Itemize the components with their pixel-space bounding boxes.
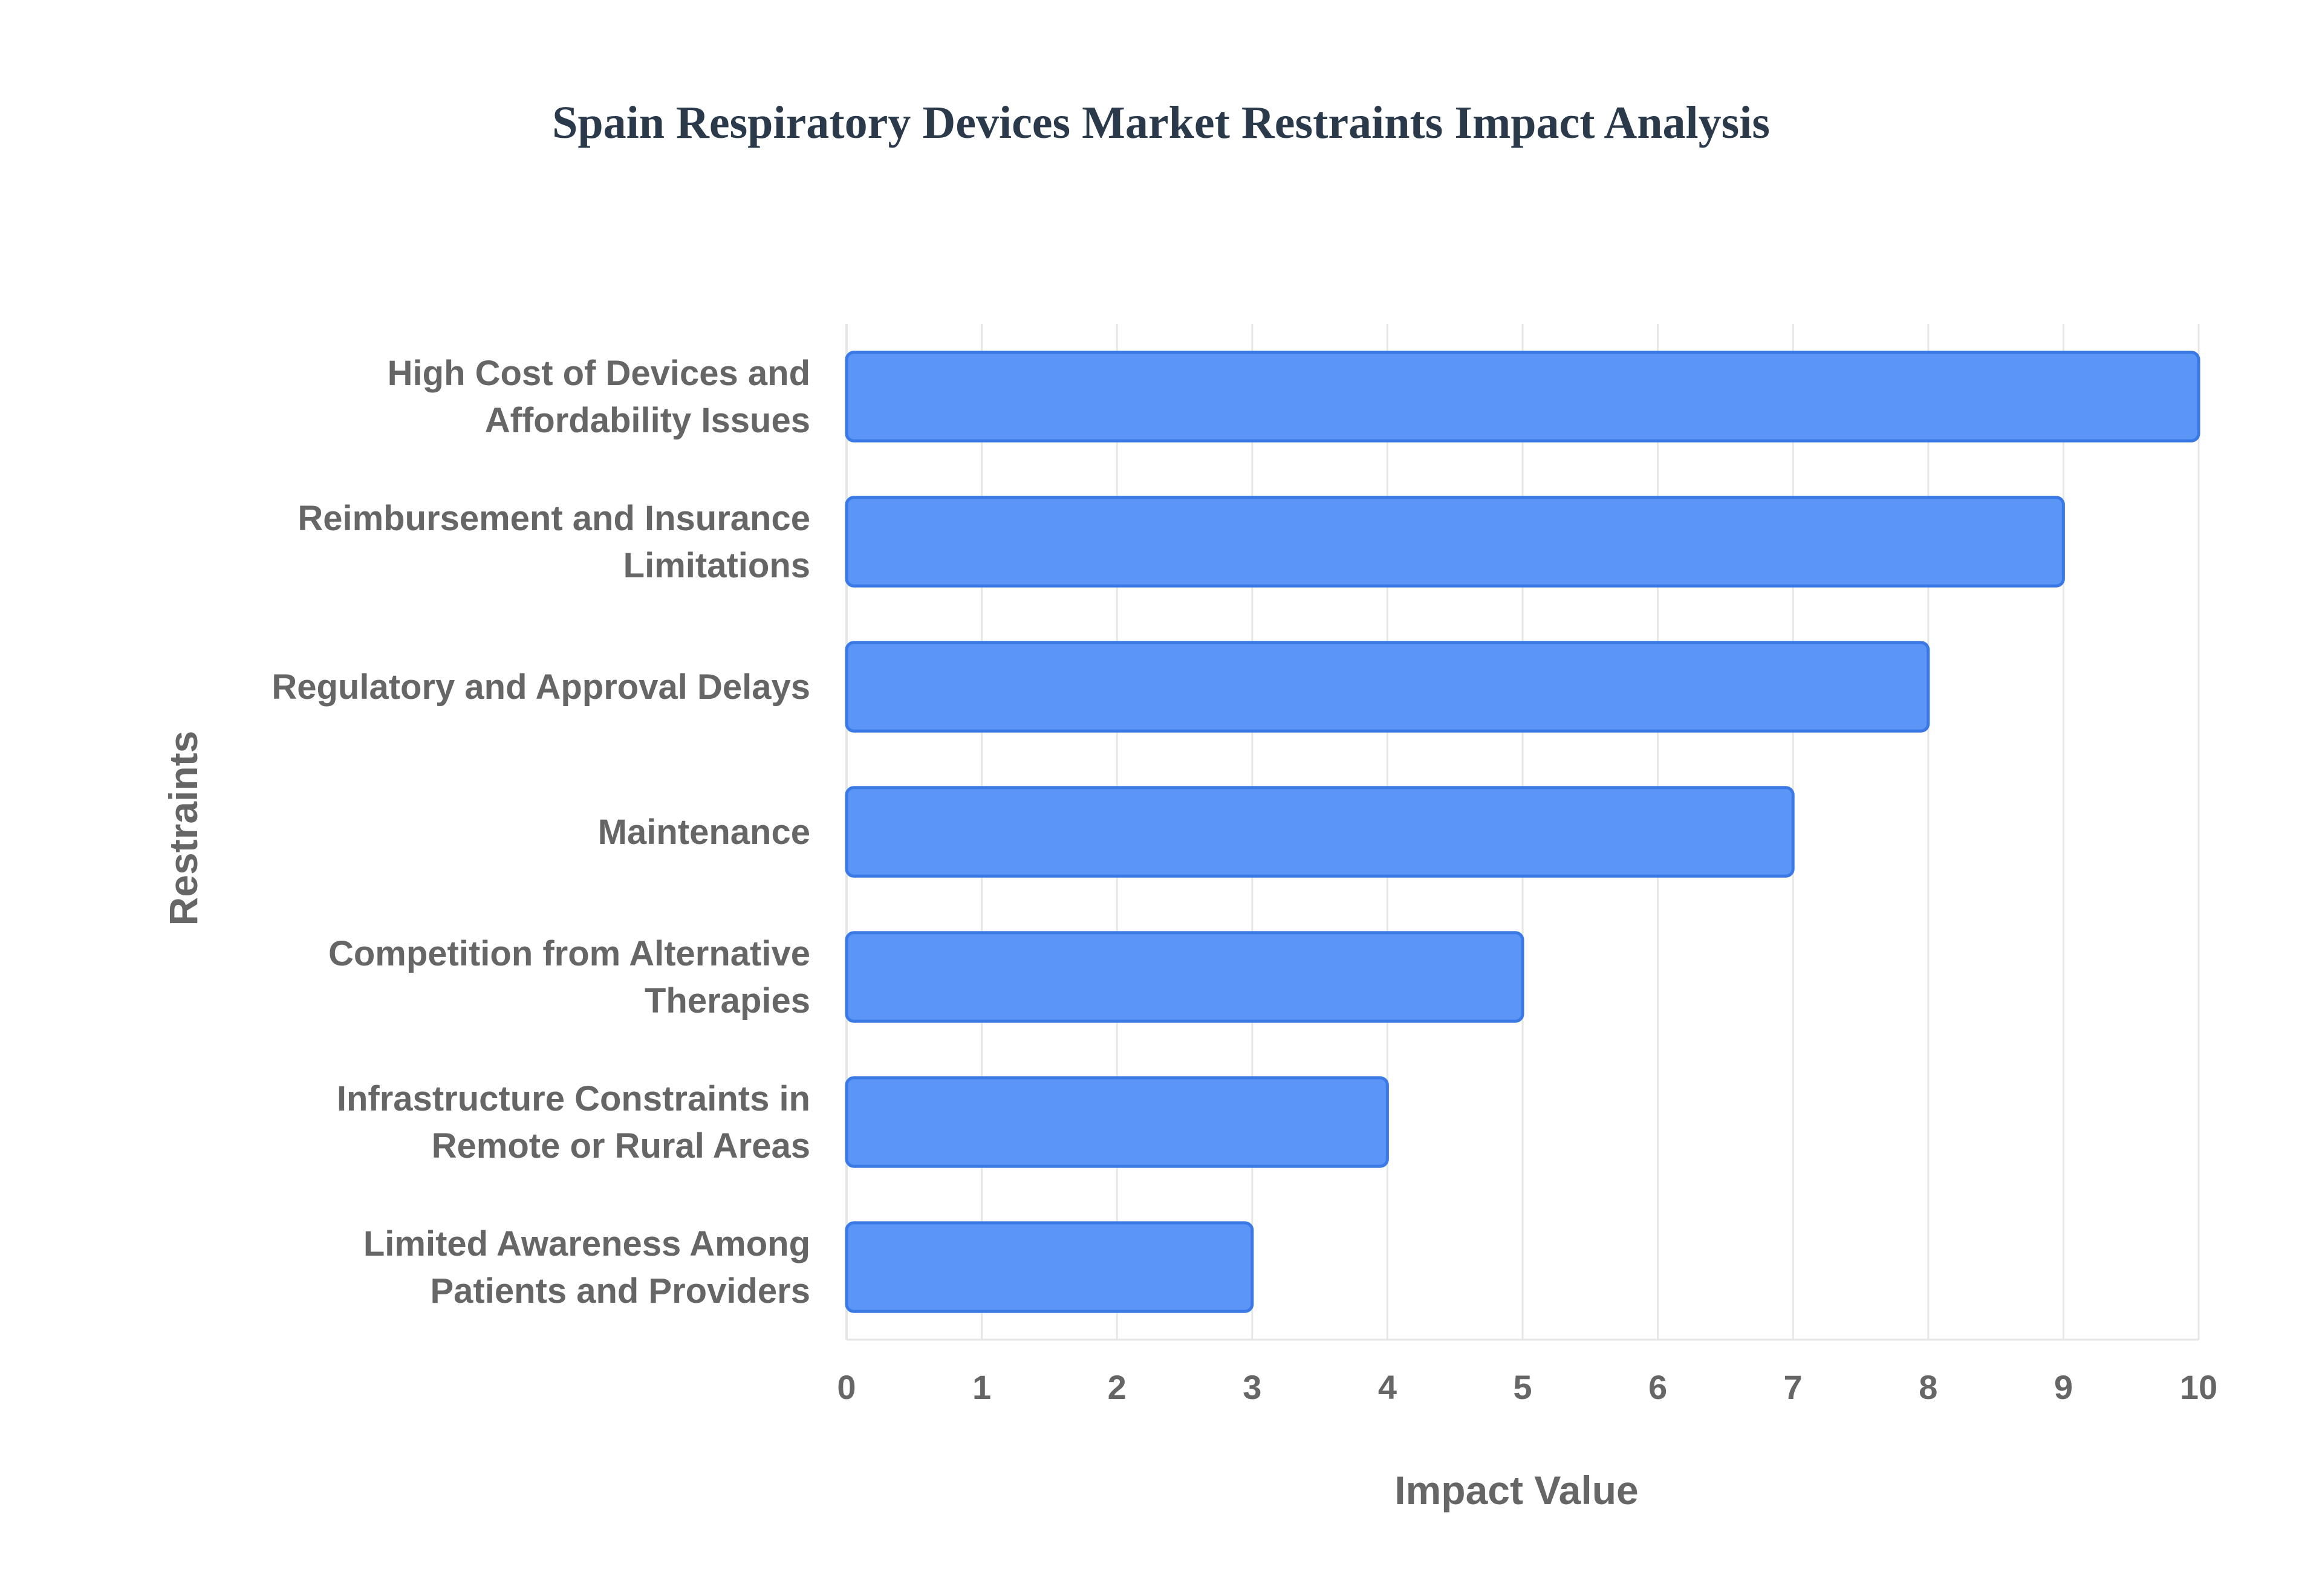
bar [845,786,1795,878]
bar [845,351,2200,443]
category-label-line: Limitations [623,546,810,585]
category-label-line: Infrastructure Constraints in [337,1079,810,1118]
x-tick-label: 4 [1378,1368,1397,1406]
bar [845,1221,1254,1313]
category-label: Limited Awareness Among Patients and Prov… [363,1224,810,1311]
y-axis-title: Restraints [161,731,206,926]
category-label: Competition from Alternative Therapies [328,934,810,1020]
x-tick-label: 5 [1513,1368,1532,1406]
category-label-line: Competition from Alternative [328,934,810,973]
bar [845,496,2065,588]
category-label: Reimbursement and Insurance Limitations [298,499,810,585]
x-tick-label: 8 [1919,1368,1937,1406]
x-tick-label: 1 [972,1368,991,1406]
bar [845,1076,1389,1168]
x-tick-label: 9 [2054,1368,2073,1406]
category-label: High Cost of Devices and Affordability Is… [388,354,810,440]
x-axis-title: Impact Value [1394,1468,1639,1513]
category-label-line: Affordability Issues [485,401,810,440]
category-label-line: High Cost of Devices and [388,354,810,393]
x-tick-labels: 0 1 2 3 4 5 6 7 8 9 10 [837,1368,2217,1406]
category-labels: High Cost of Devices and Affordability Is… [272,354,810,1311]
x-tick-label: 6 [1648,1368,1667,1406]
category-label: Maintenance [598,813,810,852]
category-label: Regulatory and Approval Delays [272,667,810,707]
x-tick-label: 7 [1784,1368,1803,1406]
chart-title: Spain Respiratory Devices Market Restrai… [552,97,1770,148]
category-label-line: Reimbursement and Insurance [298,499,810,538]
category-label-line: Therapies [645,981,810,1020]
bar [845,931,1524,1023]
category-label-line: Remote or Rural Areas [432,1126,810,1166]
category-label-line: Patients and Providers [430,1271,810,1311]
category-label: Infrastructure Constraints in Remote or R… [337,1079,810,1166]
bars [845,351,2200,1313]
category-label-line: Limited Awareness Among [363,1224,810,1264]
x-tick-label: 3 [1243,1368,1261,1406]
x-tick-label: 10 [2180,1368,2217,1406]
x-tick-label: 0 [837,1368,856,1406]
x-tick-label: 2 [1108,1368,1127,1406]
bar [845,641,1930,733]
category-label-line: Maintenance [598,813,810,852]
category-label-line: Regulatory and Approval Delays [272,667,810,707]
